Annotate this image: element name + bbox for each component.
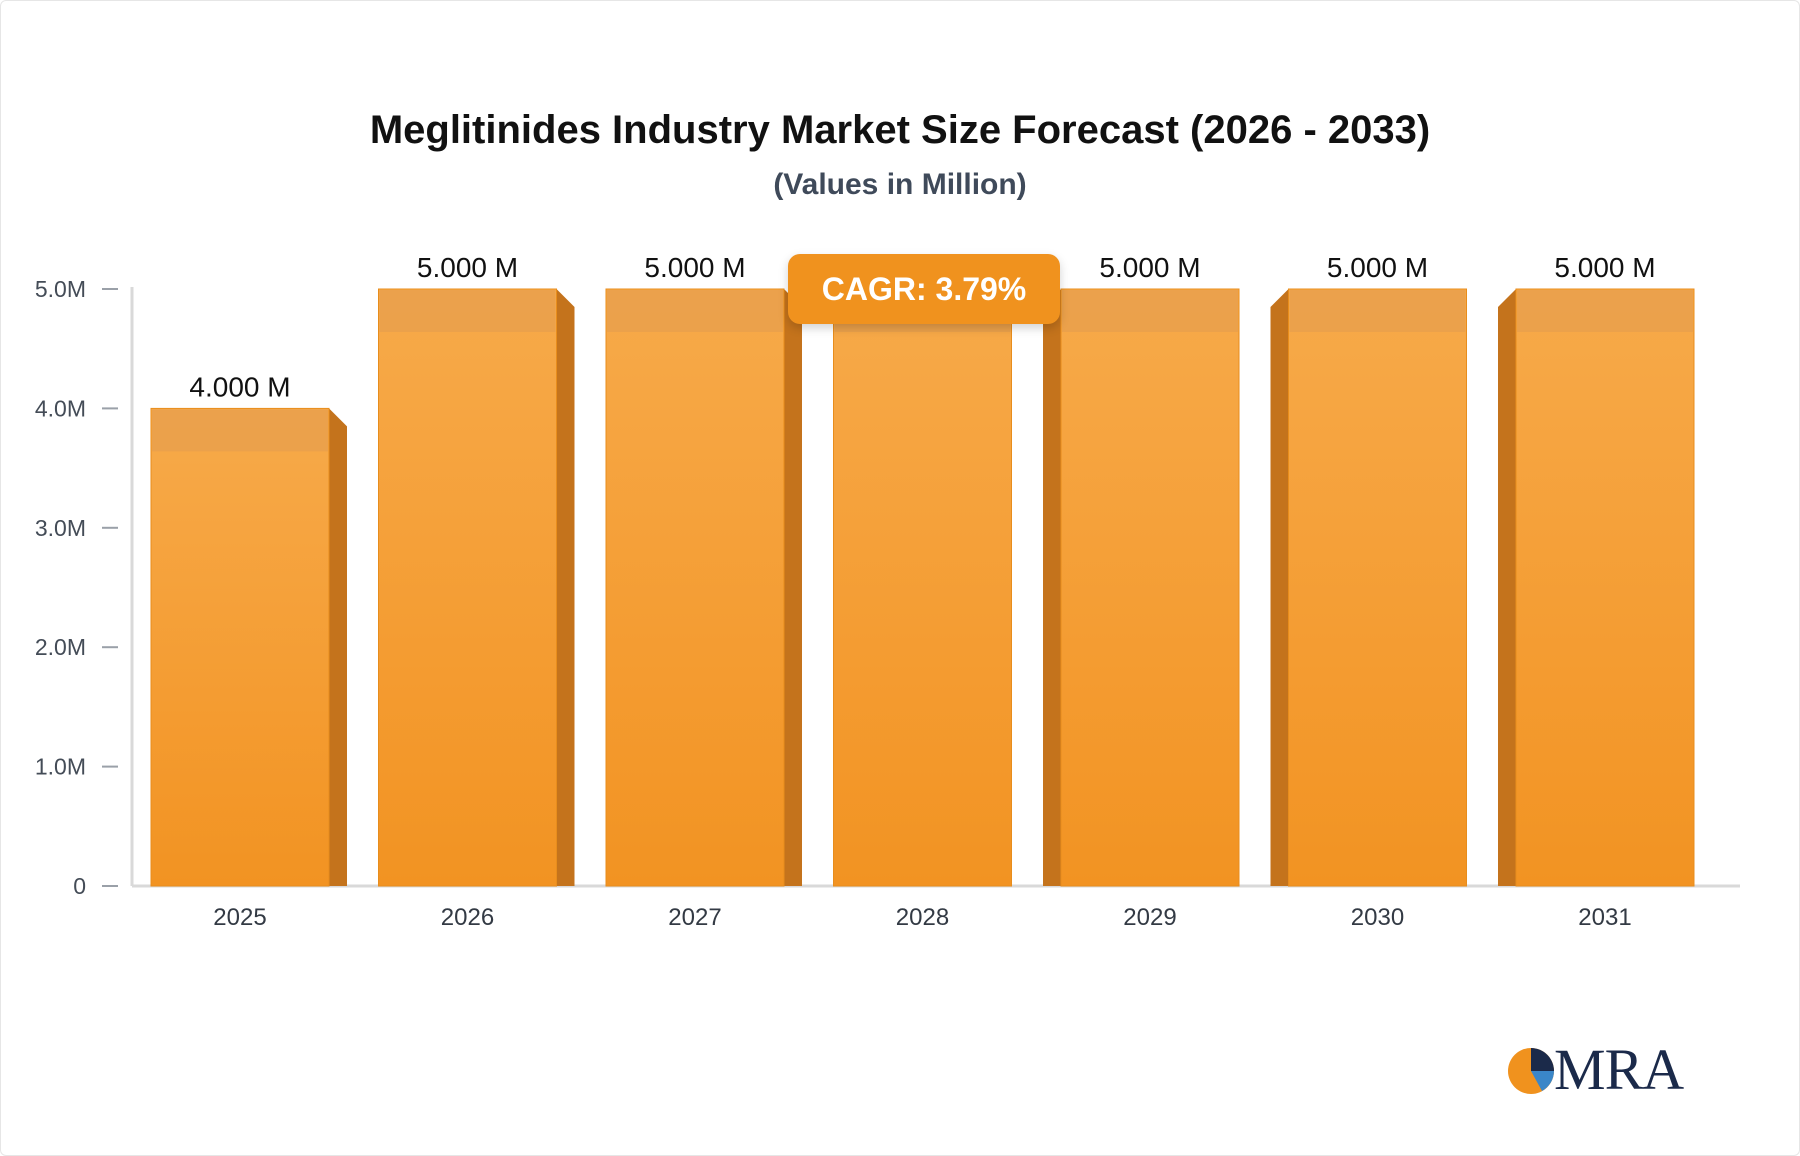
x-tick-label: 2030 [1351, 904, 1404, 931]
bar-side [784, 289, 802, 886]
x-tick-label: 2027 [668, 904, 721, 931]
x-tick-label: 2026 [441, 904, 494, 931]
chart-subtitle: (Values in Million) [773, 168, 1027, 201]
bar-side [556, 289, 575, 886]
bar-2030 [1270, 288, 1467, 887]
bar-2027 [605, 288, 802, 887]
bar-side [1270, 289, 1289, 886]
y-tick-label: 1.0M [35, 754, 86, 780]
bar-top-band [152, 409, 328, 452]
y-tick-label: 4.0M [35, 395, 86, 421]
bar-front [605, 288, 785, 887]
bar-front [1515, 288, 1695, 887]
y-tick-label: 2.0M [35, 634, 86, 660]
y-tick-label: 3.0M [35, 515, 86, 541]
chart-title: Meglitinides Industry Market Size Foreca… [369, 108, 1431, 152]
x-tick-label: 2031 [1578, 904, 1631, 931]
logo-text: MRA [1554, 1037, 1684, 1102]
bar-top-band [1062, 290, 1238, 332]
bar-front [1060, 288, 1240, 887]
bar-top-band [379, 290, 556, 332]
value-label: 5.000 M [1099, 252, 1200, 283]
bar-side [1498, 289, 1516, 886]
logo-pie-icon [1508, 1048, 1554, 1094]
bar-front [150, 407, 330, 887]
value-label: 4.000 M [189, 371, 290, 402]
cagr-badge: CAGR: 3.79% [788, 254, 1060, 324]
y-tick-label: 0 [73, 873, 86, 899]
x-tick-label: 2025 [213, 904, 266, 931]
bar-2028 [833, 288, 1012, 887]
y-tick-label: 5.0M [35, 276, 86, 302]
value-label: 5.000 M [1327, 252, 1428, 283]
bar-top-band [1289, 290, 1466, 332]
bar-top-band [1517, 290, 1693, 332]
bar-front [833, 288, 1012, 887]
value-label: 5.000 M [417, 252, 518, 283]
bar-top-band [607, 290, 783, 332]
bar-front [378, 288, 557, 887]
bar-2025 [150, 407, 347, 887]
x-tick-label: 2029 [1123, 904, 1176, 931]
bar-2031 [1498, 288, 1695, 887]
bar-side [329, 408, 347, 886]
x-tick-label: 2028 [896, 904, 949, 931]
bar-side [1043, 289, 1061, 886]
bar-2026 [378, 288, 575, 887]
mra-logo: MRA [1506, 1040, 1696, 1100]
value-label: 5.000 M [644, 252, 745, 283]
value-label: 5.000 M [1554, 252, 1655, 283]
bar-2029 [1043, 288, 1240, 887]
bar-front [1288, 288, 1467, 887]
